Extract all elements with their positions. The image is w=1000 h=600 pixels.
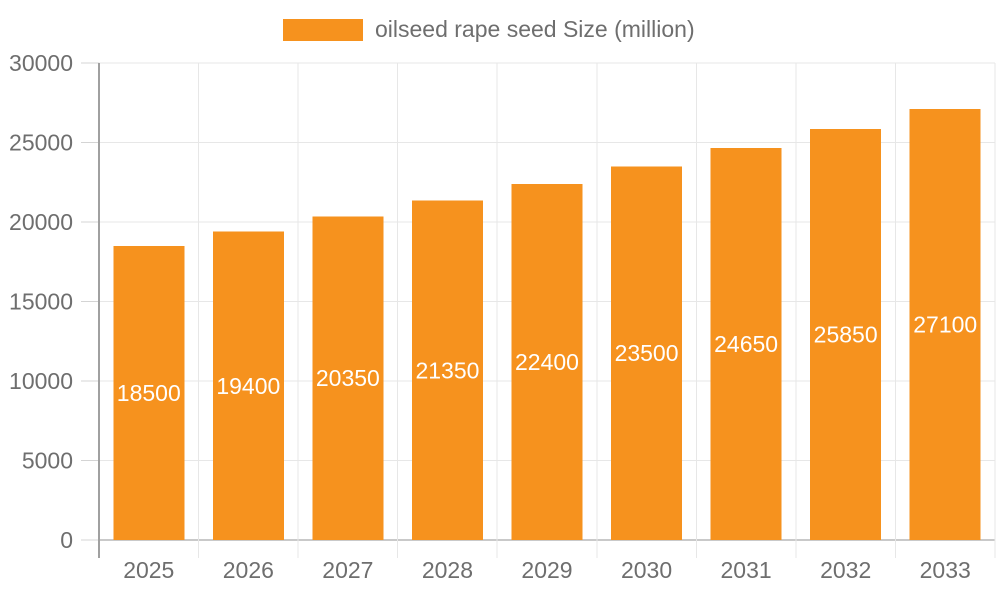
x-tick-label: 2025 <box>123 557 174 583</box>
x-tick-label: 2028 <box>422 557 473 583</box>
x-tick-label: 2027 <box>322 557 373 583</box>
bar-2031[interactable] <box>710 148 782 540</box>
bar-value-label: 27100 <box>913 312 977 338</box>
y-tick-label: 15000 <box>9 289 73 315</box>
legend-item[interactable]: oilseed rape seed Size (million) <box>283 16 695 43</box>
bar-2027[interactable] <box>312 216 384 540</box>
bar-2025[interactable] <box>113 245 185 540</box>
bar-value-label: 21350 <box>415 357 479 383</box>
bar-value-label: 24650 <box>714 331 778 357</box>
x-tick-label: 2030 <box>621 557 672 583</box>
bar-value-label: 22400 <box>515 349 579 375</box>
bar-value-label: 25850 <box>814 321 878 347</box>
y-tick-label: 20000 <box>9 209 73 235</box>
x-tick-label: 2032 <box>820 557 871 583</box>
x-tick-label: 2031 <box>721 557 772 583</box>
x-tick-label: 2026 <box>223 557 274 583</box>
legend-label: oilseed rape seed Size (million) <box>375 16 695 42</box>
y-tick-label: 30000 <box>9 50 73 76</box>
y-tick-label: 10000 <box>9 368 73 394</box>
bar-value-label: 20350 <box>316 365 380 391</box>
bar-value-label: 18500 <box>117 380 181 406</box>
bar-2033[interactable] <box>909 109 981 541</box>
bar-value-label: 19400 <box>216 373 280 399</box>
bar-2029[interactable] <box>511 183 583 540</box>
bar-2032[interactable] <box>810 128 882 541</box>
y-tick-label: 5000 <box>22 448 73 474</box>
y-tick-label: 0 <box>60 527 73 553</box>
bar-value-label: 23500 <box>615 340 679 366</box>
bar-2026[interactable] <box>212 231 284 541</box>
legend-swatch <box>283 18 363 41</box>
bar-2030[interactable] <box>611 166 683 540</box>
y-tick-label: 25000 <box>9 130 73 156</box>
x-tick-label: 2033 <box>920 557 971 583</box>
x-tick-label: 2029 <box>521 557 572 583</box>
bar-2028[interactable] <box>411 200 483 540</box>
